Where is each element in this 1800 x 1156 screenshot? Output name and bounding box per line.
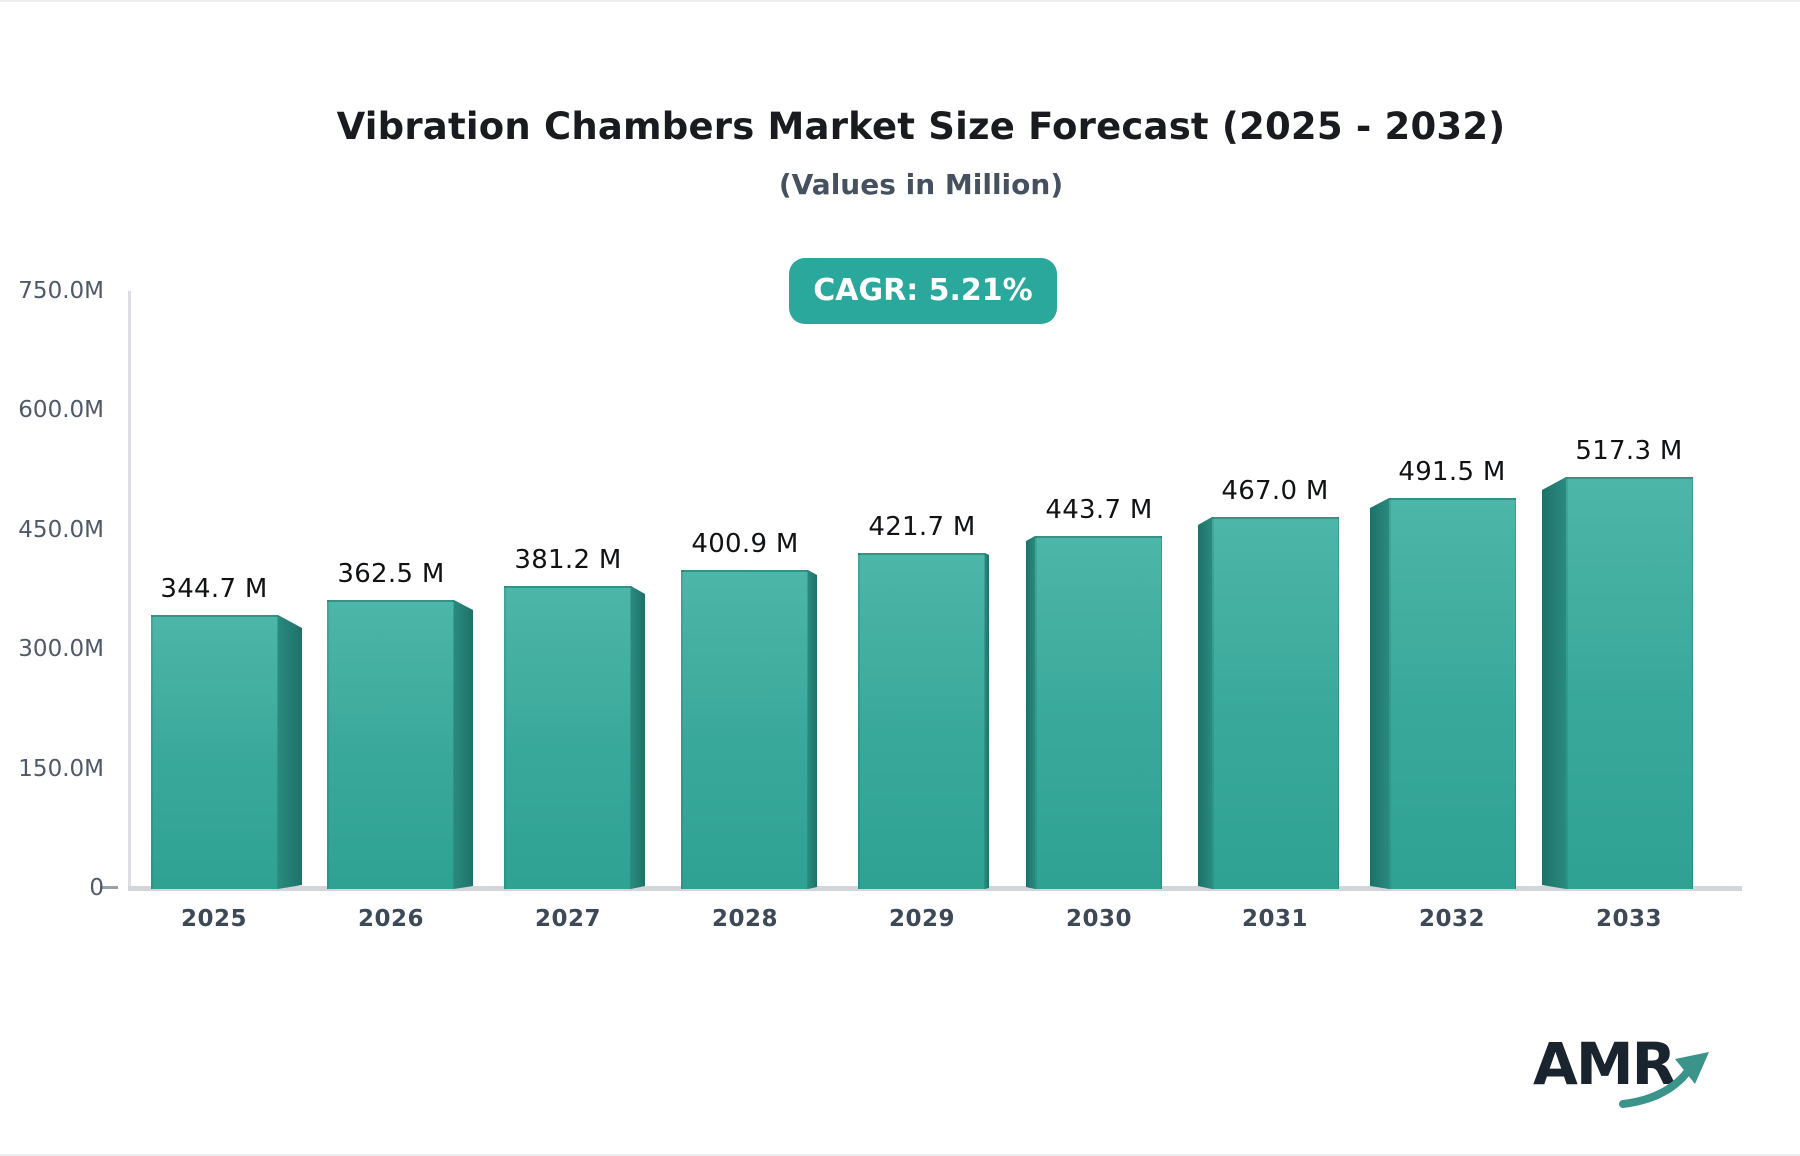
bar-side-face	[1542, 477, 1566, 889]
bar-value-label: 344.7 M	[160, 574, 268, 604]
x-tick-label-2033: 2033	[1595, 906, 1662, 932]
bar-2025	[151, 615, 278, 889]
bar-side-face	[985, 553, 989, 889]
bar-value-label: 467.0 M	[1221, 476, 1329, 506]
bar-value-label: 400.9 M	[691, 529, 799, 559]
x-tick-label-2031: 2031	[1241, 906, 1308, 932]
bar-side-face	[278, 615, 302, 889]
y-axis-line	[128, 291, 131, 889]
bar-value-label: 362.5 M	[337, 559, 445, 589]
growth-arrow-icon	[1619, 1052, 1709, 1108]
bar-side-face	[1026, 536, 1035, 889]
x-tick-label-2028: 2028	[711, 906, 778, 932]
bar-2029	[858, 553, 985, 889]
bar-side-face	[1370, 498, 1389, 889]
chart-title: Vibration Chambers Market Size Forecast …	[336, 105, 1506, 148]
bar-2031	[1212, 517, 1339, 889]
bar-value-label: 491.5 M	[1398, 457, 1506, 487]
bar-2030	[1035, 536, 1162, 889]
y-tick-label: 0	[89, 875, 104, 901]
x-tick-label-2026: 2026	[357, 906, 424, 932]
bar-value-label: 443.7 M	[1045, 495, 1153, 525]
amr-logo-text: AMR	[1533, 1030, 1676, 1098]
x-tick-label-2027: 2027	[534, 906, 601, 932]
y-tick-label: 150.0M	[18, 756, 104, 782]
bar-side-face	[631, 586, 645, 889]
y-tick-label: 750.0M	[18, 278, 104, 304]
bar-2028	[681, 570, 808, 889]
bar-side-face	[808, 570, 817, 889]
x-tick-label-2025: 2025	[180, 906, 247, 932]
bar-value-label: 421.7 M	[868, 512, 976, 542]
bar-2026	[327, 600, 454, 889]
x-tick-label-2030: 2030	[1065, 906, 1132, 932]
bar-2032	[1389, 498, 1516, 889]
x-tick-label-2032: 2032	[1418, 906, 1485, 932]
y-tick-label: 450.0M	[18, 517, 104, 543]
bar-2033	[1566, 477, 1693, 889]
bar-side-face	[454, 600, 473, 889]
chart-subtitle: (Values in Million)	[778, 168, 1064, 201]
x-tick-label-2029: 2029	[888, 906, 955, 932]
cagr-badge: CAGR: 5.21%	[789, 258, 1057, 324]
amr-logo: AMR	[1533, 1030, 1743, 1120]
y-tick-label: 300.0M	[18, 636, 104, 662]
zero-tick-mark	[100, 886, 118, 889]
y-tick-label: 600.0M	[18, 397, 104, 423]
bar-value-label: 381.2 M	[514, 545, 622, 575]
bar-value-label: 517.3 M	[1575, 436, 1683, 466]
bar-2027	[504, 586, 631, 889]
bar-side-face	[1198, 517, 1212, 889]
